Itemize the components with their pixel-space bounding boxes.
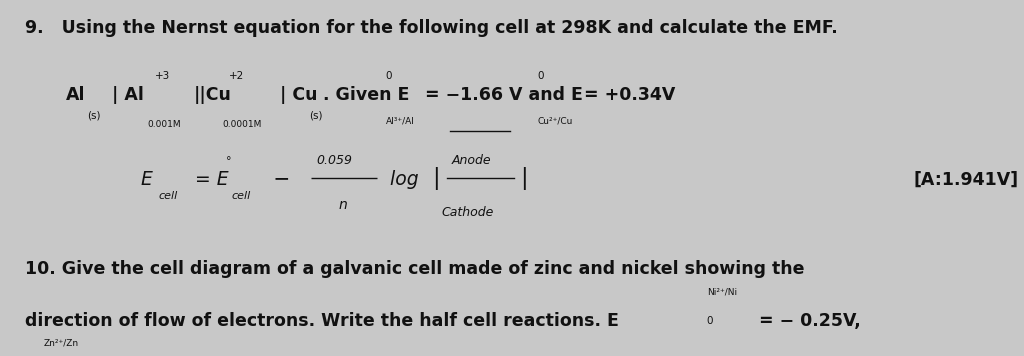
Text: = −1.66 V and E: = −1.66 V and E	[419, 85, 583, 104]
Text: |: |	[520, 167, 527, 190]
Text: n: n	[338, 198, 347, 213]
Text: 9.   Using the Nernst equation for the following cell at 298K and calculate the : 9. Using the Nernst equation for the fol…	[26, 19, 838, 37]
Text: °: °	[226, 156, 231, 166]
Text: cell: cell	[159, 191, 178, 201]
Text: Cu²⁺/Cu: Cu²⁺/Cu	[537, 117, 572, 126]
Text: | Al: | Al	[105, 85, 143, 104]
Text: = − 0.25V,: = − 0.25V,	[753, 312, 860, 330]
Text: −: −	[267, 170, 291, 189]
Text: [A:1.941V]: [A:1.941V]	[913, 171, 1019, 189]
Text: cell: cell	[231, 191, 250, 201]
Text: Zn²⁺/Zn: Zn²⁺/Zn	[43, 339, 79, 347]
Text: Al³⁺/Al: Al³⁺/Al	[386, 117, 415, 126]
Text: = +0.34V: = +0.34V	[579, 85, 676, 104]
Text: E: E	[140, 170, 153, 189]
Text: Ni²⁺/Ni: Ni²⁺/Ni	[707, 288, 737, 297]
Text: +3: +3	[155, 70, 170, 80]
Text: 0.059: 0.059	[316, 154, 352, 167]
Text: 0: 0	[386, 70, 392, 80]
Text: 0.0001M: 0.0001M	[222, 120, 261, 130]
Text: Al: Al	[66, 85, 85, 104]
Text: 10. Give the cell diagram of a galvanic cell made of zinc and nickel showing the: 10. Give the cell diagram of a galvanic …	[26, 260, 805, 278]
Text: Cathode: Cathode	[441, 206, 495, 219]
Text: 0.001M: 0.001M	[147, 120, 181, 130]
Text: (s): (s)	[309, 111, 323, 121]
Text: ||Cu: ||Cu	[194, 85, 231, 104]
Text: | Cu: | Cu	[274, 85, 317, 104]
Text: . Given E: . Given E	[324, 85, 410, 104]
Text: 0: 0	[537, 70, 544, 80]
Text: (s): (s)	[87, 111, 101, 121]
Text: Anode: Anode	[452, 154, 492, 167]
Text: = E: = E	[188, 170, 228, 189]
Text: 0: 0	[707, 316, 713, 326]
Text: log: log	[384, 170, 418, 189]
Text: direction of flow of electrons. Write the half cell reactions. E: direction of flow of electrons. Write th…	[26, 312, 620, 330]
Text: +2: +2	[229, 70, 245, 80]
Text: |: |	[432, 167, 439, 190]
